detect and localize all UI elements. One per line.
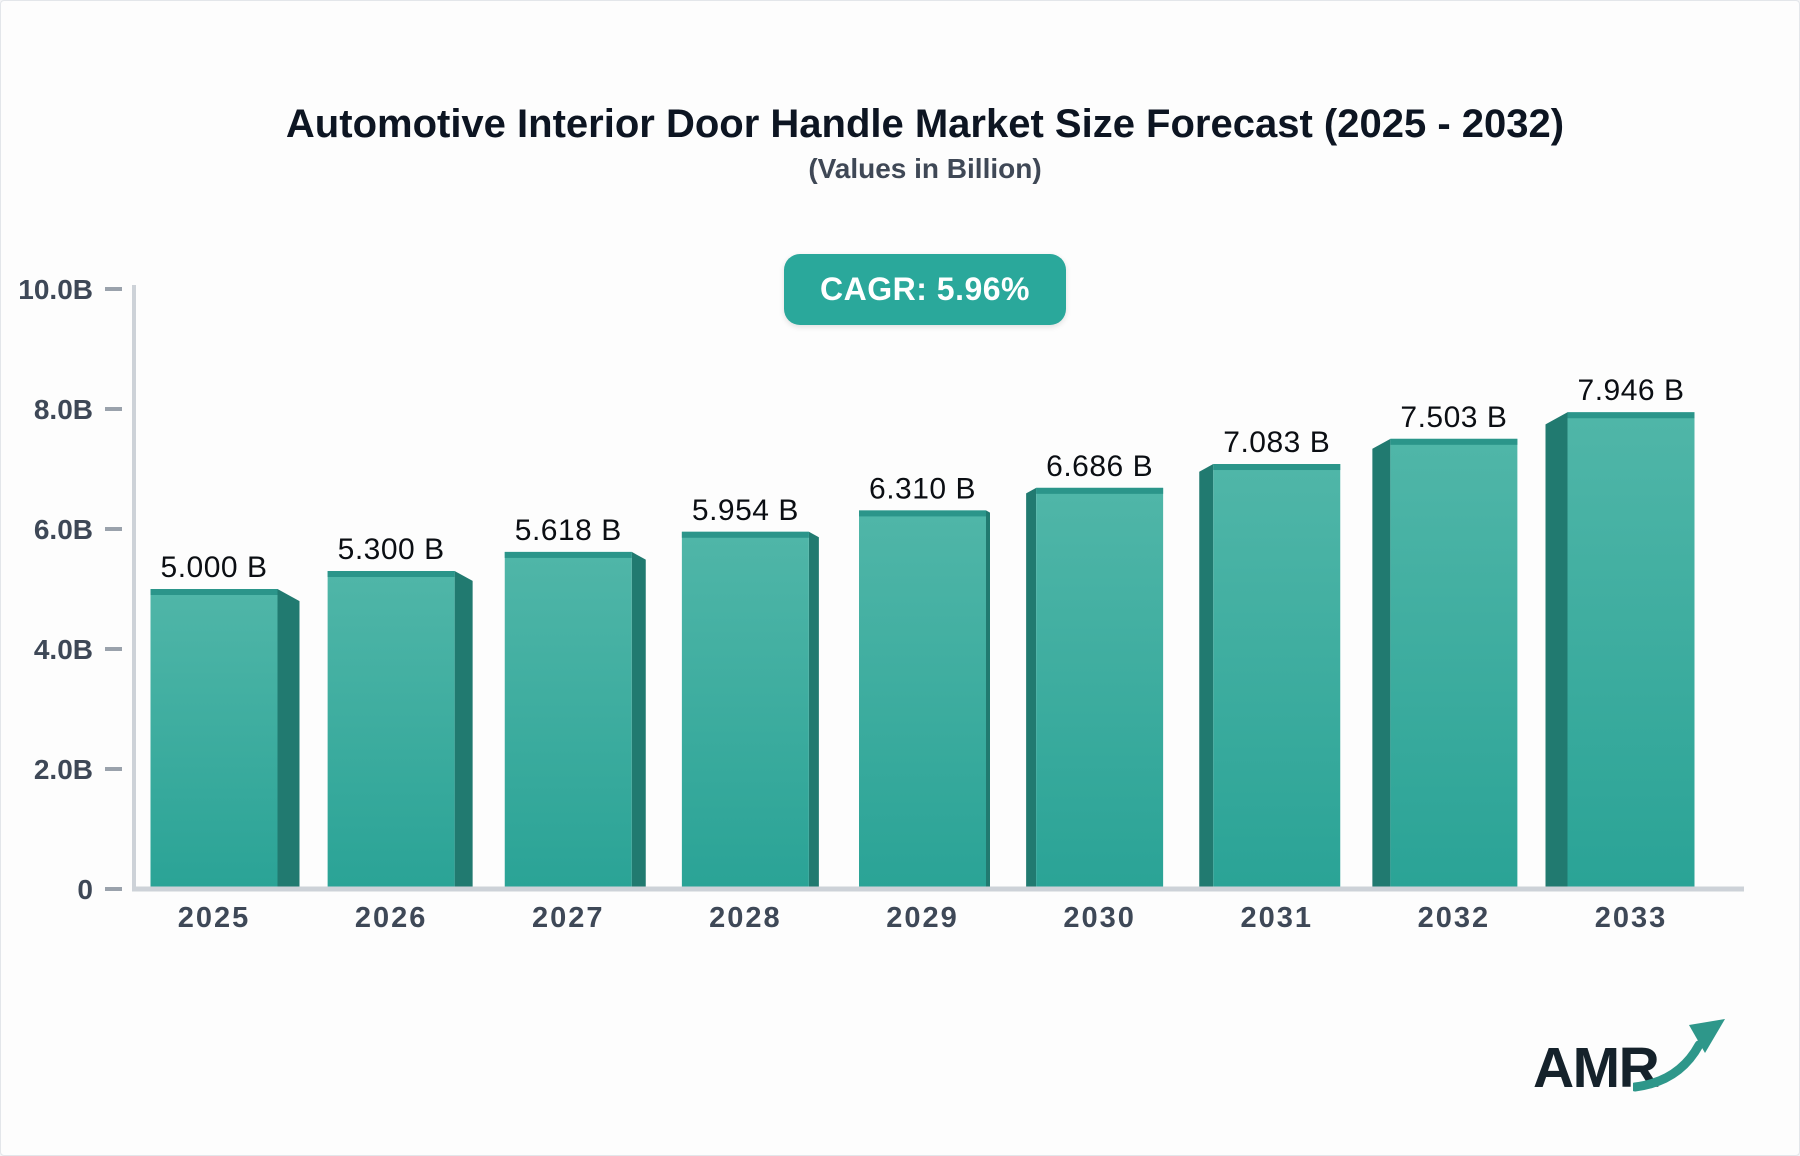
bar-value-label: 6.310 B	[869, 472, 976, 505]
bar-side-face	[1199, 464, 1214, 889]
bar-top-edge	[150, 589, 278, 595]
bar-2029[interactable]: 6.310 B 2029	[859, 472, 990, 934]
x-tick-label: 2028	[709, 902, 782, 934]
bar-front-face	[1213, 464, 1341, 889]
page-title: Automotive Interior Door Handle Market S…	[285, 102, 1565, 146]
bar-side-face	[986, 510, 990, 889]
bar-value-label: 7.083 B	[1223, 426, 1330, 459]
bar-top-edge	[859, 510, 986, 517]
bar-front-face	[327, 571, 455, 889]
x-tick-label: 2032	[1418, 902, 1491, 934]
bar-top-edge	[327, 571, 455, 577]
bar-side-face	[1372, 438, 1391, 889]
x-tick-label: 2027	[532, 902, 605, 934]
bar-2025[interactable]: 5.000 B 2025	[150, 551, 300, 934]
bar-front-face	[681, 531, 809, 889]
bar-2031[interactable]: 7.083 B 2031	[1199, 426, 1341, 934]
bar-side-face	[631, 551, 646, 889]
bar-side-face	[1026, 487, 1037, 889]
bar-top-edge	[1213, 464, 1341, 471]
x-tick-label: 2026	[355, 902, 428, 934]
bar-2032[interactable]: 7.503 B 2032	[1372, 401, 1518, 934]
bar-value-label: 5.300 B	[338, 533, 445, 566]
x-tick-label: 2030	[1063, 902, 1136, 934]
growth-arrow-icon	[1633, 1019, 1725, 1092]
bar-2033[interactable]: 7.946 B 2033	[1545, 374, 1695, 934]
bar-top-edge	[504, 551, 632, 558]
y-tick-label: 0	[77, 874, 93, 905]
bar-front-face	[859, 510, 986, 889]
x-tick-label: 2029	[886, 902, 959, 934]
bar-side-face	[808, 531, 819, 889]
y-tick-label: 8.0B	[34, 394, 93, 425]
bar-value-label: 6.686 B	[1046, 450, 1153, 483]
y-tick-label: 4.0B	[34, 634, 93, 665]
bar-side-face	[1545, 412, 1568, 889]
bar-2027[interactable]: 5.618 B 2027	[504, 514, 646, 934]
bar-value-label: 5.954 B	[692, 494, 799, 527]
bar-value-label: 7.503 B	[1400, 401, 1507, 434]
chart-header: Automotive Interior Door Handle Market S…	[51, 101, 1799, 185]
cagr-badge: CAGR: 5.96%	[784, 254, 1066, 325]
y-tick-label: 2.0B	[34, 754, 93, 785]
bar-value-label: 5.000 B	[161, 551, 268, 584]
bar-value-label: 7.946 B	[1578, 374, 1685, 407]
bar-top-edge	[1390, 438, 1518, 445]
bar-front-face	[1036, 487, 1164, 889]
y-tick-label: 10.0B	[18, 274, 93, 305]
x-tick-label: 2031	[1240, 902, 1313, 934]
bar-top-edge	[1567, 412, 1695, 419]
bar-2028[interactable]: 5.954 B 2028	[681, 494, 819, 934]
x-tick-label: 2033	[1595, 902, 1668, 934]
bar-2026[interactable]: 5.300 B 2026	[327, 533, 473, 934]
cagr-badge-row: CAGR: 5.96%	[51, 254, 1799, 325]
bar-front-face	[1390, 438, 1518, 889]
amr-logo: AMR	[1533, 1019, 1725, 1105]
bar-value-label: 5.618 B	[515, 514, 622, 547]
bar-front-face	[150, 589, 278, 889]
y-tick-label: 6.0B	[34, 514, 93, 545]
bar-top-edge	[681, 531, 809, 538]
bar-2030[interactable]: 6.686 B 2030	[1026, 450, 1164, 934]
x-tick-label: 2025	[178, 902, 251, 934]
bar-side-face	[454, 571, 473, 889]
chart-subtitle: (Values in Billion)	[808, 153, 1042, 184]
bar-top-edge	[1036, 487, 1164, 494]
bar-front-face	[504, 551, 632, 889]
bar-front-face	[1567, 412, 1695, 889]
bar-side-face	[277, 589, 300, 889]
